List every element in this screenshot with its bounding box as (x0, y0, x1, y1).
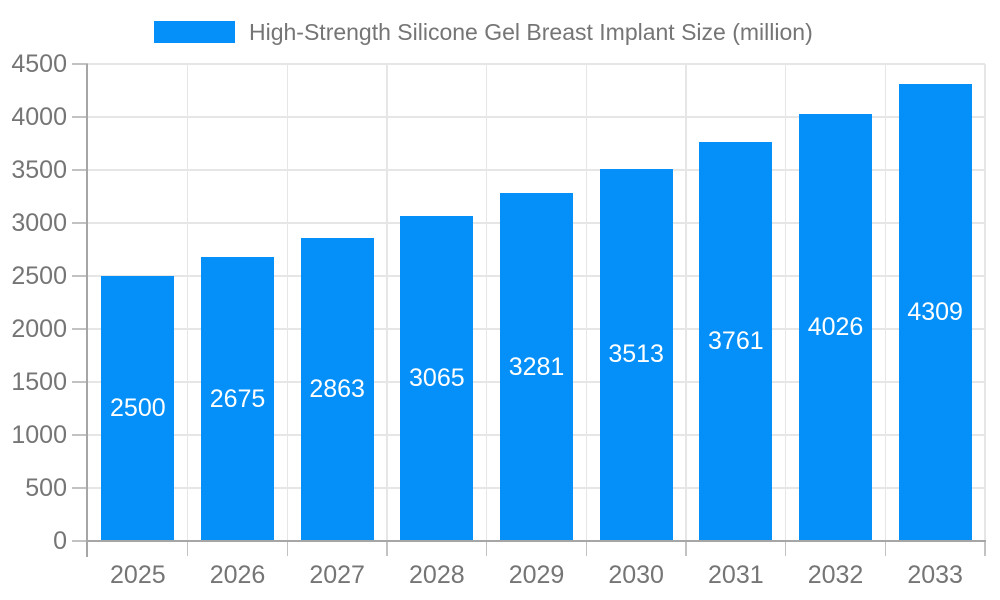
x-tick (386, 542, 388, 556)
y-tick-label: 0 (53, 526, 67, 555)
y-tick (72, 169, 88, 171)
x-tick-label-2030: 2030 (608, 561, 664, 589)
x-tick (485, 542, 488, 556)
bar-2032[interactable] (799, 114, 872, 541)
v-gridline (984, 64, 986, 541)
y-tick-label: 3000 (11, 208, 67, 237)
y-tick-label: 1500 (11, 367, 67, 396)
bar-2027[interactable] (300, 237, 374, 541)
bar-2029[interactable] (500, 193, 573, 541)
h-gridline (88, 116, 985, 118)
y-tick (72, 116, 88, 118)
v-gridline (286, 64, 289, 541)
y-tick-label: 4000 (11, 102, 67, 131)
legend-label: High-Strength Silicone Gel Breast Implan… (249, 18, 813, 45)
bar-2033[interactable] (898, 84, 972, 541)
y-tick (72, 487, 88, 489)
y-tick-label: 2000 (11, 314, 67, 343)
x-tick-label-2032: 2032 (807, 561, 864, 589)
legend-swatch-icon (154, 21, 235, 43)
x-tick (784, 542, 787, 556)
y-tick-label: 500 (25, 473, 67, 502)
x-tick-label-2033: 2033 (907, 561, 963, 589)
v-gridline (585, 64, 588, 541)
y-tick-label: 3500 (11, 155, 67, 184)
y-tick-label: 2500 (11, 261, 67, 290)
bar-2028[interactable] (400, 216, 474, 541)
y-tick-label: 4500 (11, 49, 67, 78)
v-gridline (386, 64, 388, 541)
y-tick (72, 540, 88, 542)
bar-2030[interactable] (599, 168, 673, 541)
x-tick (984, 542, 986, 556)
bar-2026[interactable] (201, 257, 274, 541)
x-tick (585, 542, 588, 556)
y-axis-line (86, 64, 88, 557)
x-tick (186, 542, 189, 556)
x-axis-line (86, 540, 986, 542)
y-tick (72, 434, 88, 436)
legend-item[interactable]: High-Strength Silicone Gel Breast Implan… (154, 18, 813, 45)
x-tick-label-2029: 2029 (508, 561, 565, 589)
h-gridline (88, 169, 985, 171)
h-gridline (88, 63, 985, 65)
x-tick-label-2025: 2025 (110, 561, 166, 589)
y-tick (72, 328, 88, 330)
x-tick-label-2031: 2031 (708, 561, 764, 589)
y-tick (72, 222, 88, 224)
x-tick (286, 542, 289, 556)
x-tick-label-2027: 2027 (309, 561, 365, 589)
x-tick-label-2026: 2026 (209, 561, 266, 589)
v-gridline (884, 64, 887, 541)
v-gridline (186, 64, 189, 541)
y-tick (72, 275, 88, 277)
y-tick (72, 381, 88, 383)
x-tick (884, 542, 887, 556)
bar-2025[interactable] (101, 276, 175, 541)
x-tick (685, 542, 687, 556)
v-gridline (685, 64, 687, 541)
y-tick (72, 63, 88, 65)
v-gridline (784, 64, 787, 541)
x-tick-label-2028: 2028 (409, 561, 465, 589)
y-tick-label: 1000 (11, 420, 67, 449)
v-gridline (485, 64, 488, 541)
bar-2031[interactable] (699, 142, 773, 541)
